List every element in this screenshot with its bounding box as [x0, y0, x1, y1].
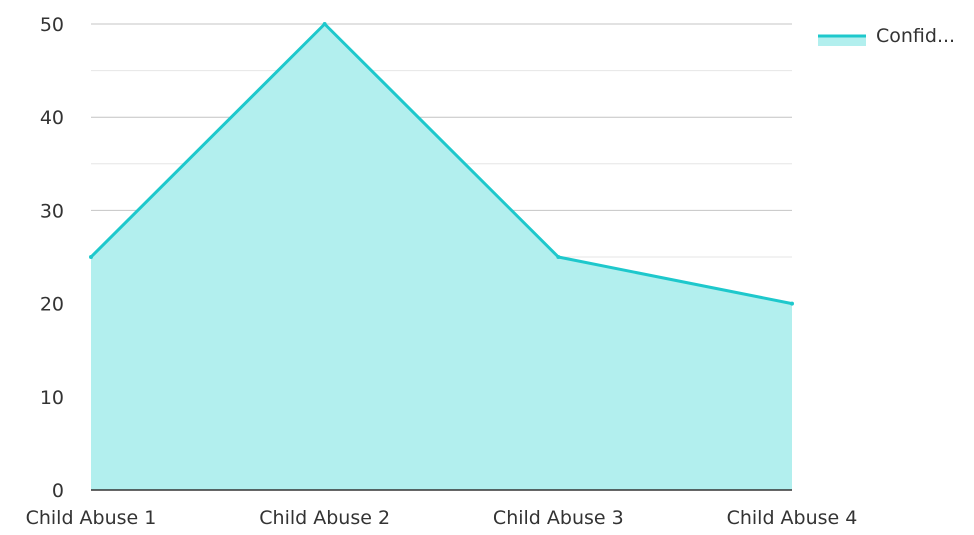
series-line — [89, 22, 793, 306]
legend-label: Confid... — [876, 25, 955, 47]
series-area-fill — [91, 24, 792, 490]
x-tick-label: Child Abuse 3 — [493, 507, 624, 529]
data-point[interactable] — [790, 301, 794, 306]
y-tick-label: 40 — [40, 107, 64, 129]
data-point[interactable] — [322, 22, 327, 26]
plot-area — [89, 22, 794, 490]
legend-item[interactable]: Confid... — [818, 25, 955, 47]
y-tick-label: 10 — [40, 387, 64, 409]
x-tick-label: Child Abuse 2 — [259, 507, 390, 529]
y-tick-label: 0 — [52, 480, 64, 502]
legend[interactable]: Confid... — [818, 25, 955, 47]
legend-swatch-fill — [818, 36, 866, 46]
y-tick-label: 30 — [40, 200, 64, 222]
axes: 0 10 20 30 40 50 Child Abuse 1 Child Abuse 2 Chi… — [26, 14, 858, 529]
data-point[interactable] — [556, 255, 561, 259]
y-tick-label: 50 — [40, 14, 64, 36]
x-tick-label: Child Abuse 1 — [26, 507, 157, 529]
y-tick-label: 20 — [40, 294, 64, 316]
data-point[interactable] — [89, 255, 93, 259]
x-tick-label: Child Abuse 4 — [727, 507, 858, 529]
